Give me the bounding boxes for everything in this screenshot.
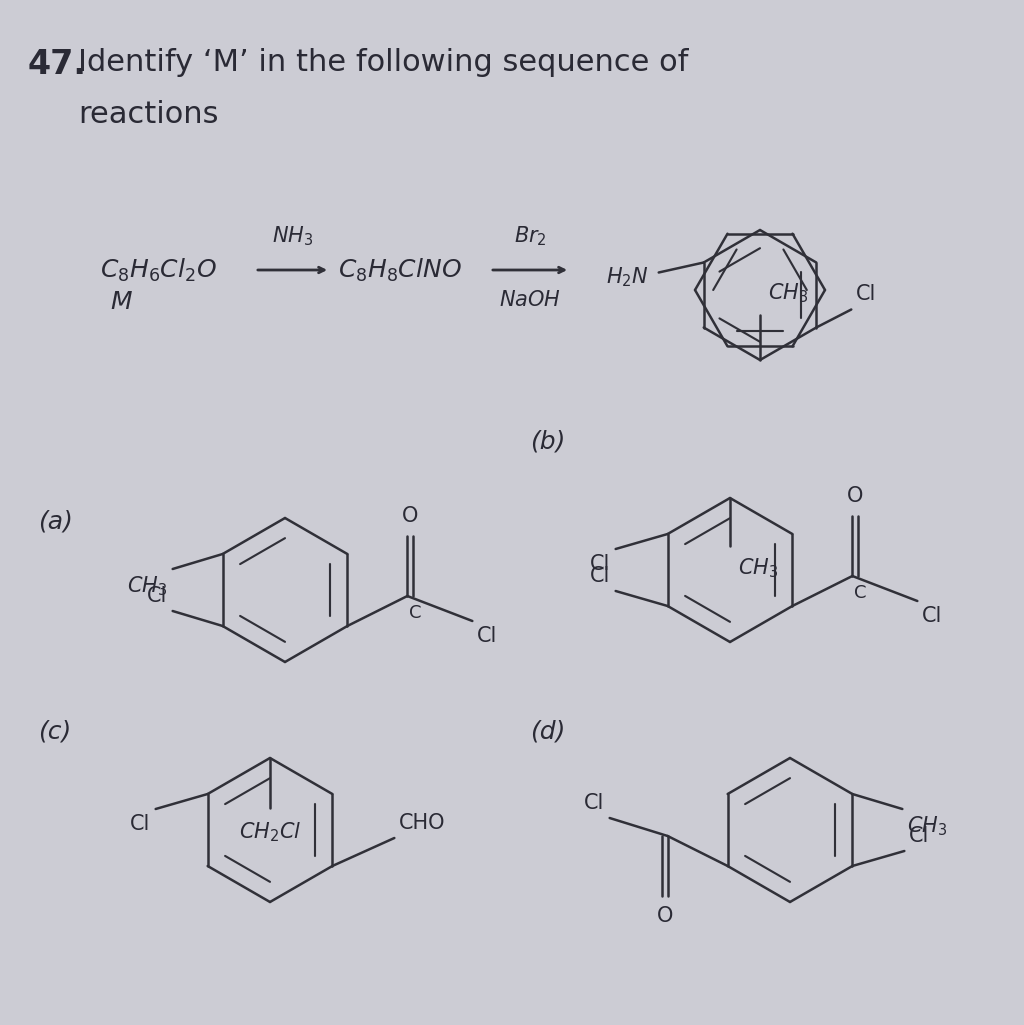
Text: Cl: Cl [585,793,604,813]
Text: O: O [402,506,419,526]
Text: $C_8H_6Cl_2O$: $C_8H_6Cl_2O$ [100,256,217,284]
Text: (b): (b) [530,430,565,454]
Text: $CH_3$: $CH_3$ [768,282,808,305]
Text: Cl: Cl [477,626,498,646]
Text: Cl: Cl [147,586,168,606]
Text: $CH_3$: $CH_3$ [738,556,778,579]
Text: C: C [854,584,867,602]
Text: Cl: Cl [856,285,877,304]
Text: Cl: Cl [909,826,930,846]
Text: Cl: Cl [130,814,151,834]
Text: (d): (d) [530,720,565,744]
Text: 47.: 47. [28,48,87,81]
Text: C: C [410,604,422,622]
Text: reactions: reactions [78,100,218,129]
Text: CHO: CHO [399,813,445,833]
Text: Cl: Cl [923,606,943,626]
Text: Cl: Cl [590,554,610,574]
Text: $CH_2Cl$: $CH_2Cl$ [239,820,301,844]
Text: Cl: Cl [590,566,610,586]
Text: Identify ‘M’ in the following sequence of: Identify ‘M’ in the following sequence o… [78,48,688,77]
Text: O: O [656,906,673,926]
Text: $Br_2$: $Br_2$ [514,224,547,248]
Text: O: O [847,486,863,506]
Text: $H_2N$: $H_2N$ [606,265,649,289]
Text: (a): (a) [38,510,73,534]
Text: $NaOH$: $NaOH$ [499,290,561,310]
Text: $CH_3$: $CH_3$ [907,814,947,837]
Text: $NH_3$: $NH_3$ [272,224,313,248]
Text: $M$: $M$ [110,290,133,314]
Text: $C_8H_8ClNO$: $C_8H_8ClNO$ [338,256,462,284]
Text: $CH_3$: $CH_3$ [127,574,168,598]
Text: (c): (c) [38,720,72,744]
